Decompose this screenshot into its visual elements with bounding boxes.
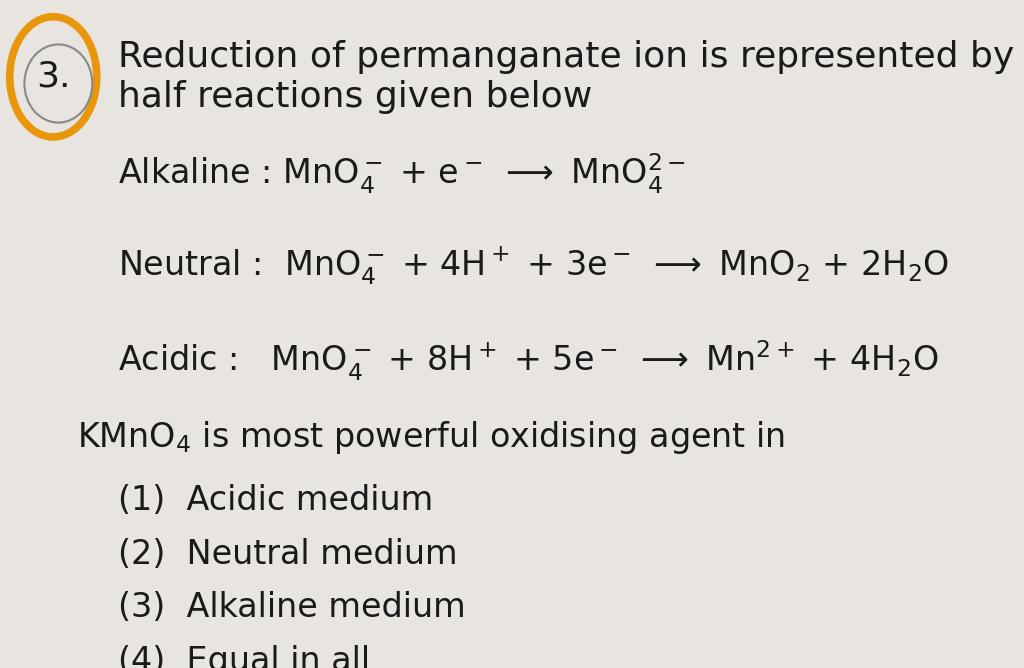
Text: KMnO$_4$ is most powerful oxidising agent in: KMnO$_4$ is most powerful oxidising agen… [77,419,785,456]
Text: Neutral :  $\mathregular{MnO_4^-}$ + 4H$^+$ + 3e$^-$ $\longrightarrow$ $\mathreg: Neutral : $\mathregular{MnO_4^-}$ + 4H$^… [118,246,949,289]
Text: 3.: 3. [36,60,71,94]
Text: (1)  Acidic medium: (1) Acidic medium [118,484,433,518]
Text: Alkaline : $\mathregular{MnO_4^-}$ + e$^-$ $\longrightarrow$ $\mathregular{MnO_4: Alkaline : $\mathregular{MnO_4^-}$ + e$^… [118,152,685,196]
Text: (4)  Equal in all: (4) Equal in all [118,645,370,668]
Text: Acidic :   $\mathregular{MnO_4^-}$ + 8H$^+$ + 5e$^-$ $\longrightarrow$ Mn$^{2+}$: Acidic : $\mathregular{MnO_4^-}$ + 8H$^+… [118,339,938,383]
Text: (2)  Neutral medium: (2) Neutral medium [118,538,458,571]
Text: half reactions given below: half reactions given below [118,80,592,114]
Text: (3)  Alkaline medium: (3) Alkaline medium [118,591,466,625]
Text: Reduction of permanganate ion is represented by: Reduction of permanganate ion is represe… [118,40,1014,73]
